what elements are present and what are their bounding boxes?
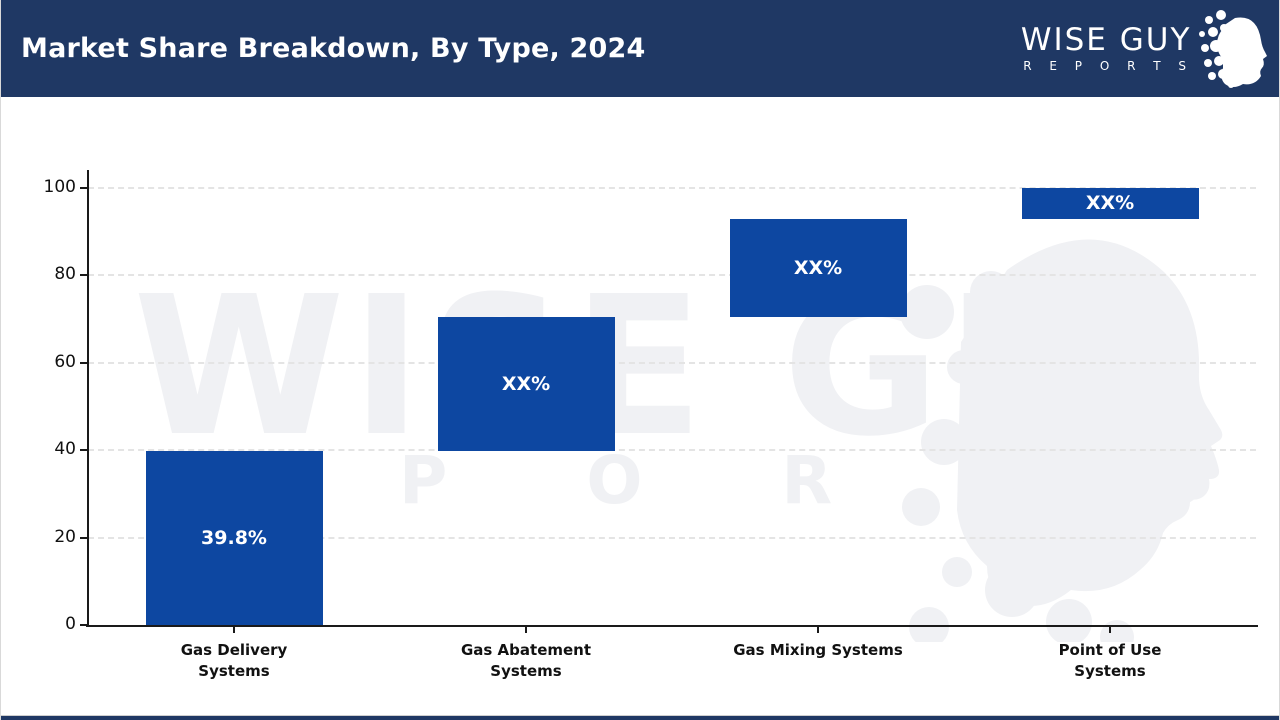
bar-value-label: XX% — [1085, 192, 1135, 215]
x-category-label: Gas Delivery Systems — [114, 640, 354, 682]
y-tick-mark — [80, 186, 88, 189]
y-tick-label: 20 — [54, 526, 76, 547]
bar-segment: XX% — [1021, 187, 1199, 219]
y-axis-spine — [87, 170, 89, 627]
x-category-line: Gas Delivery — [180, 641, 288, 659]
footer-band — [1, 715, 1279, 720]
x-category-line: Systems — [198, 662, 270, 680]
y-tick-label: 100 — [43, 176, 76, 197]
brand-logo-text: WISE GUY R E P O R T S — [1019, 24, 1193, 73]
brand-subname: R E P O R T S — [1023, 58, 1193, 73]
y-tick-mark — [80, 361, 88, 364]
y-tick-label: 60 — [54, 351, 76, 372]
x-category-line: Point of Use — [1058, 641, 1162, 659]
y-tick-mark — [80, 449, 88, 451]
gridline-20 — [88, 536, 1256, 539]
x-category-line: Systems — [490, 662, 562, 680]
page-title: Market Share Breakdown, By Type, 2024 — [21, 33, 646, 64]
watermark-head-icon — [894, 239, 1223, 642]
x-category-line: Gas Abatement — [460, 641, 592, 659]
bar-value-label: 39.8% — [201, 526, 267, 549]
y-tick-mark — [80, 624, 88, 626]
x-axis-spine — [86, 625, 1258, 627]
x-category-label: Gas Mixing Systems — [698, 640, 938, 661]
y-tick-mark — [80, 536, 88, 539]
x-category-label: Point of Use Systems — [990, 640, 1230, 682]
header-band: Market Share Breakdown, By Type, 2024 WI… — [1, 0, 1279, 97]
y-tick-mark — [80, 274, 88, 276]
x-category-line: Gas Mixing Systems — [733, 641, 903, 659]
brand-head-icon — [1199, 9, 1267, 88]
bar-segment: XX% — [437, 317, 615, 451]
x-tick-mark — [233, 625, 235, 633]
brand-logo: WISE GUY R E P O R T S — [1019, 6, 1267, 92]
y-tick-label: 0 — [65, 614, 76, 634]
x-tick-mark — [1109, 625, 1111, 633]
gridline-80 — [88, 274, 1256, 276]
bar-segment: 39.8% — [145, 450, 323, 625]
bar-value-label: XX% — [793, 257, 843, 280]
y-tick-label: 40 — [54, 439, 76, 459]
gridline-100 — [88, 186, 1256, 189]
brand-name: WISE GUY — [1020, 22, 1192, 59]
bar-value-label: XX% — [501, 373, 551, 396]
x-category-line: Systems — [1074, 662, 1146, 680]
gridline-40 — [88, 449, 1256, 451]
gridline-60 — [88, 361, 1256, 364]
y-tick-label: 80 — [54, 264, 76, 284]
x-tick-mark — [525, 625, 527, 633]
bar-segment: XX% — [729, 219, 907, 318]
x-tick-mark — [817, 625, 819, 633]
x-category-label: Gas Abatement Systems — [406, 640, 646, 682]
